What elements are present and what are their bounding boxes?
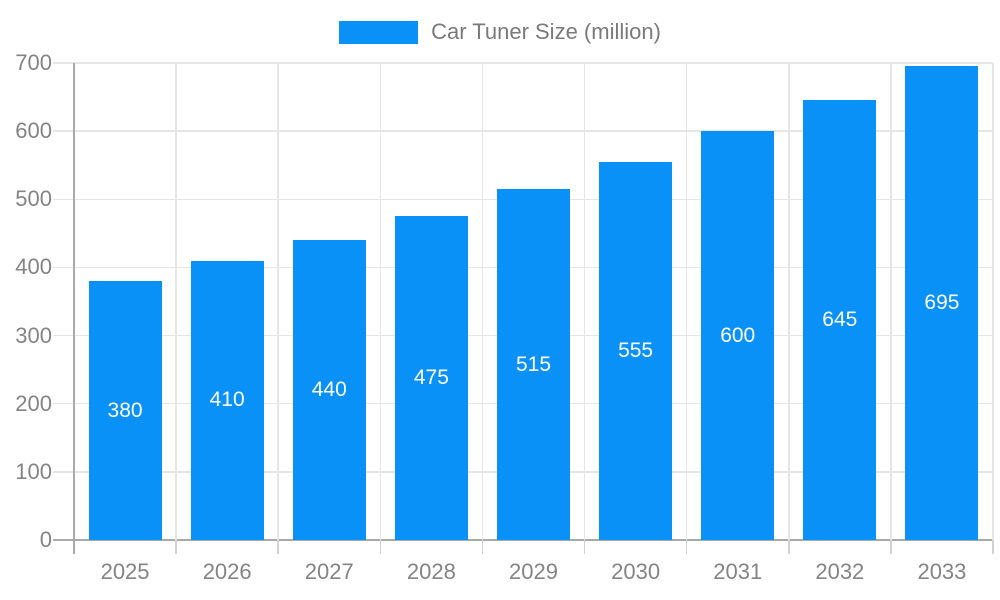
y-axis-tick-label: 0 bbox=[39, 527, 52, 552]
x-gridline bbox=[175, 63, 177, 540]
y-gridline bbox=[53, 130, 993, 132]
y-axis-tick-label: 700 bbox=[15, 50, 52, 75]
x-gridline bbox=[481, 63, 484, 540]
bar-value-label: 555 bbox=[618, 338, 654, 362]
x-axis-tick bbox=[992, 540, 994, 554]
bar-value-label: 475 bbox=[413, 366, 449, 390]
bar[interactable] bbox=[905, 66, 979, 540]
x-axis-tick bbox=[583, 540, 586, 554]
bar-value-label: 380 bbox=[107, 398, 143, 422]
bar[interactable] bbox=[292, 240, 366, 540]
x-axis-tick-label: 2025 bbox=[100, 559, 150, 584]
y-axis-line bbox=[73, 63, 75, 554]
y-gridline bbox=[53, 62, 993, 64]
x-axis-tick-label: 2026 bbox=[202, 559, 252, 584]
x-axis-tick-label: 2028 bbox=[406, 559, 456, 584]
x-axis-line bbox=[53, 539, 993, 541]
x-gridline bbox=[890, 63, 892, 540]
bar[interactable] bbox=[701, 131, 775, 540]
legend-swatch bbox=[339, 20, 419, 44]
bar-value-label: 600 bbox=[720, 323, 756, 347]
y-axis-tick-label: 100 bbox=[15, 458, 52, 484]
x-axis-tick-label: 2029 bbox=[509, 559, 558, 584]
x-axis-tick-label: 2030 bbox=[611, 559, 661, 584]
x-gridline bbox=[277, 63, 279, 540]
x-gridline bbox=[379, 63, 382, 540]
x-axis-tick-label: 2032 bbox=[815, 559, 865, 584]
legend-label: Car Tuner Size (million) bbox=[431, 19, 661, 44]
y-axis-tick-label: 500 bbox=[15, 186, 52, 212]
bar-value-label: 440 bbox=[311, 378, 347, 402]
x-axis-tick-label: 2027 bbox=[304, 559, 354, 584]
x-gridline bbox=[685, 63, 688, 540]
bar-value-label: 410 bbox=[209, 388, 245, 412]
x-axis-tick-label: 2031 bbox=[713, 559, 763, 584]
x-gridline bbox=[583, 63, 586, 540]
y-axis-tick-label: 300 bbox=[15, 322, 52, 348]
x-axis-tick bbox=[277, 540, 279, 554]
y-axis-tick-label: 200 bbox=[15, 390, 52, 416]
bar-value-label: 645 bbox=[822, 308, 858, 332]
bar[interactable] bbox=[190, 260, 264, 540]
x-axis-tick bbox=[175, 540, 177, 554]
x-gridline bbox=[788, 63, 790, 540]
bar[interactable] bbox=[599, 161, 673, 540]
x-axis-tick bbox=[481, 540, 484, 554]
bar[interactable] bbox=[803, 100, 877, 540]
y-axis-tick-label: 400 bbox=[15, 254, 52, 280]
bar-value-label: 695 bbox=[924, 291, 960, 315]
bar[interactable] bbox=[497, 189, 570, 540]
bar[interactable] bbox=[88, 281, 162, 540]
x-axis-tick-label: 2033 bbox=[917, 559, 967, 584]
bar[interactable] bbox=[394, 216, 468, 540]
x-gridline bbox=[992, 63, 994, 540]
x-axis-tick bbox=[685, 540, 688, 554]
bar-value-label: 515 bbox=[515, 352, 552, 376]
legend-item[interactable]: Car Tuner Size (million) bbox=[0, 18, 1000, 46]
x-axis-tick bbox=[890, 540, 892, 554]
y-axis-tick-label: 600 bbox=[15, 118, 52, 144]
x-axis-tick bbox=[379, 540, 382, 554]
x-axis-tick bbox=[788, 540, 790, 554]
